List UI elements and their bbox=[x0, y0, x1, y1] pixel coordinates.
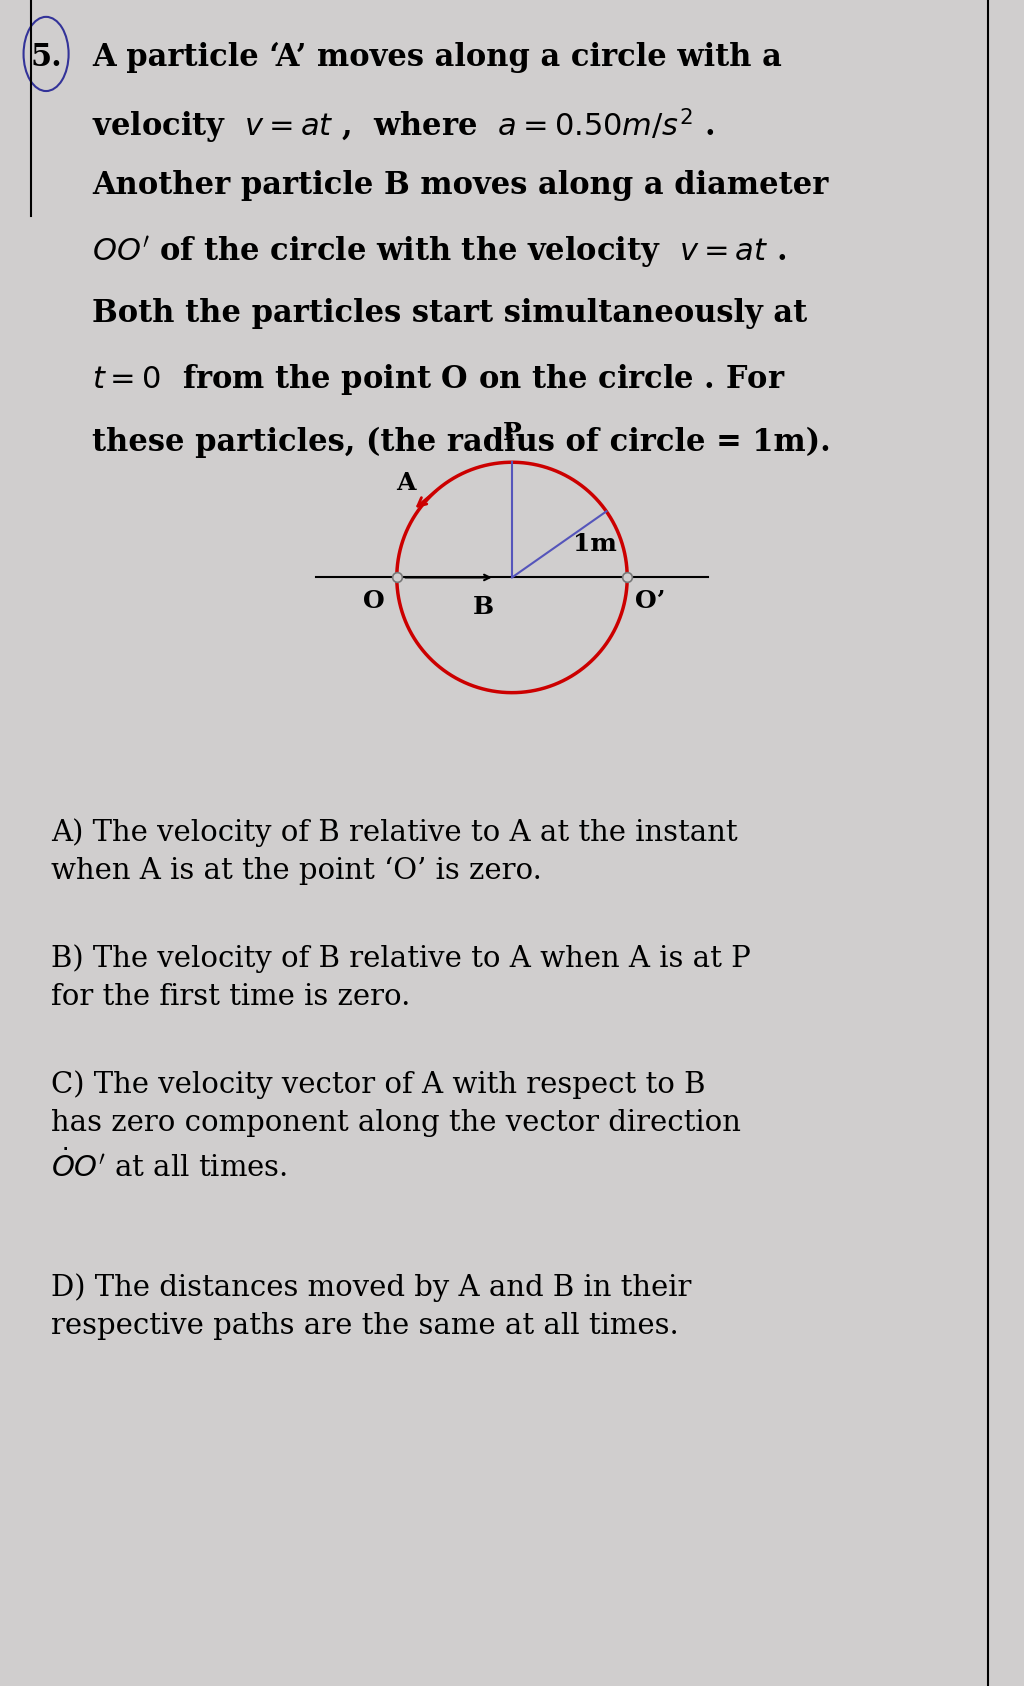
Text: A) The velocity of B relative to A at the instant
when A is at the point ‘O’ is : A) The velocity of B relative to A at th… bbox=[51, 818, 738, 885]
Text: O: O bbox=[362, 588, 385, 614]
Text: A particle ‘A’ moves along a circle with a: A particle ‘A’ moves along a circle with… bbox=[92, 42, 782, 72]
Text: $OO'$ of the circle with the velocity  $v = at$ .: $OO'$ of the circle with the velocity $v… bbox=[92, 234, 786, 270]
Text: these particles, (the radius of circle = 1m).: these particles, (the radius of circle =… bbox=[92, 427, 830, 459]
Text: Both the particles start simultaneously at: Both the particles start simultaneously … bbox=[92, 298, 807, 329]
Text: A: A bbox=[396, 472, 416, 496]
Text: 1m: 1m bbox=[573, 533, 616, 556]
Text: $t = 0$  from the point O on the circle . For: $t = 0$ from the point O on the circle .… bbox=[92, 362, 785, 398]
Text: C) The velocity vector of A with respect to B
has zero component along the vecto: C) The velocity vector of A with respect… bbox=[51, 1071, 741, 1184]
Text: D) The distances moved by A and B in their
respective paths are the same at all : D) The distances moved by A and B in the… bbox=[51, 1273, 691, 1340]
Text: 5.: 5. bbox=[30, 42, 62, 72]
Text: O’: O’ bbox=[635, 588, 666, 614]
Text: B) The velocity of B relative to A when A is at P
for the first time is zero.: B) The velocity of B relative to A when … bbox=[51, 944, 751, 1012]
Text: Another particle B moves along a diameter: Another particle B moves along a diamete… bbox=[92, 170, 828, 201]
Text: velocity  $v = at$ ,  where  $a = 0.50m/s^2$ .: velocity $v = at$ , where $a = 0.50m/s^2… bbox=[92, 106, 715, 145]
Text: P: P bbox=[503, 422, 521, 445]
Text: B: B bbox=[473, 595, 494, 619]
